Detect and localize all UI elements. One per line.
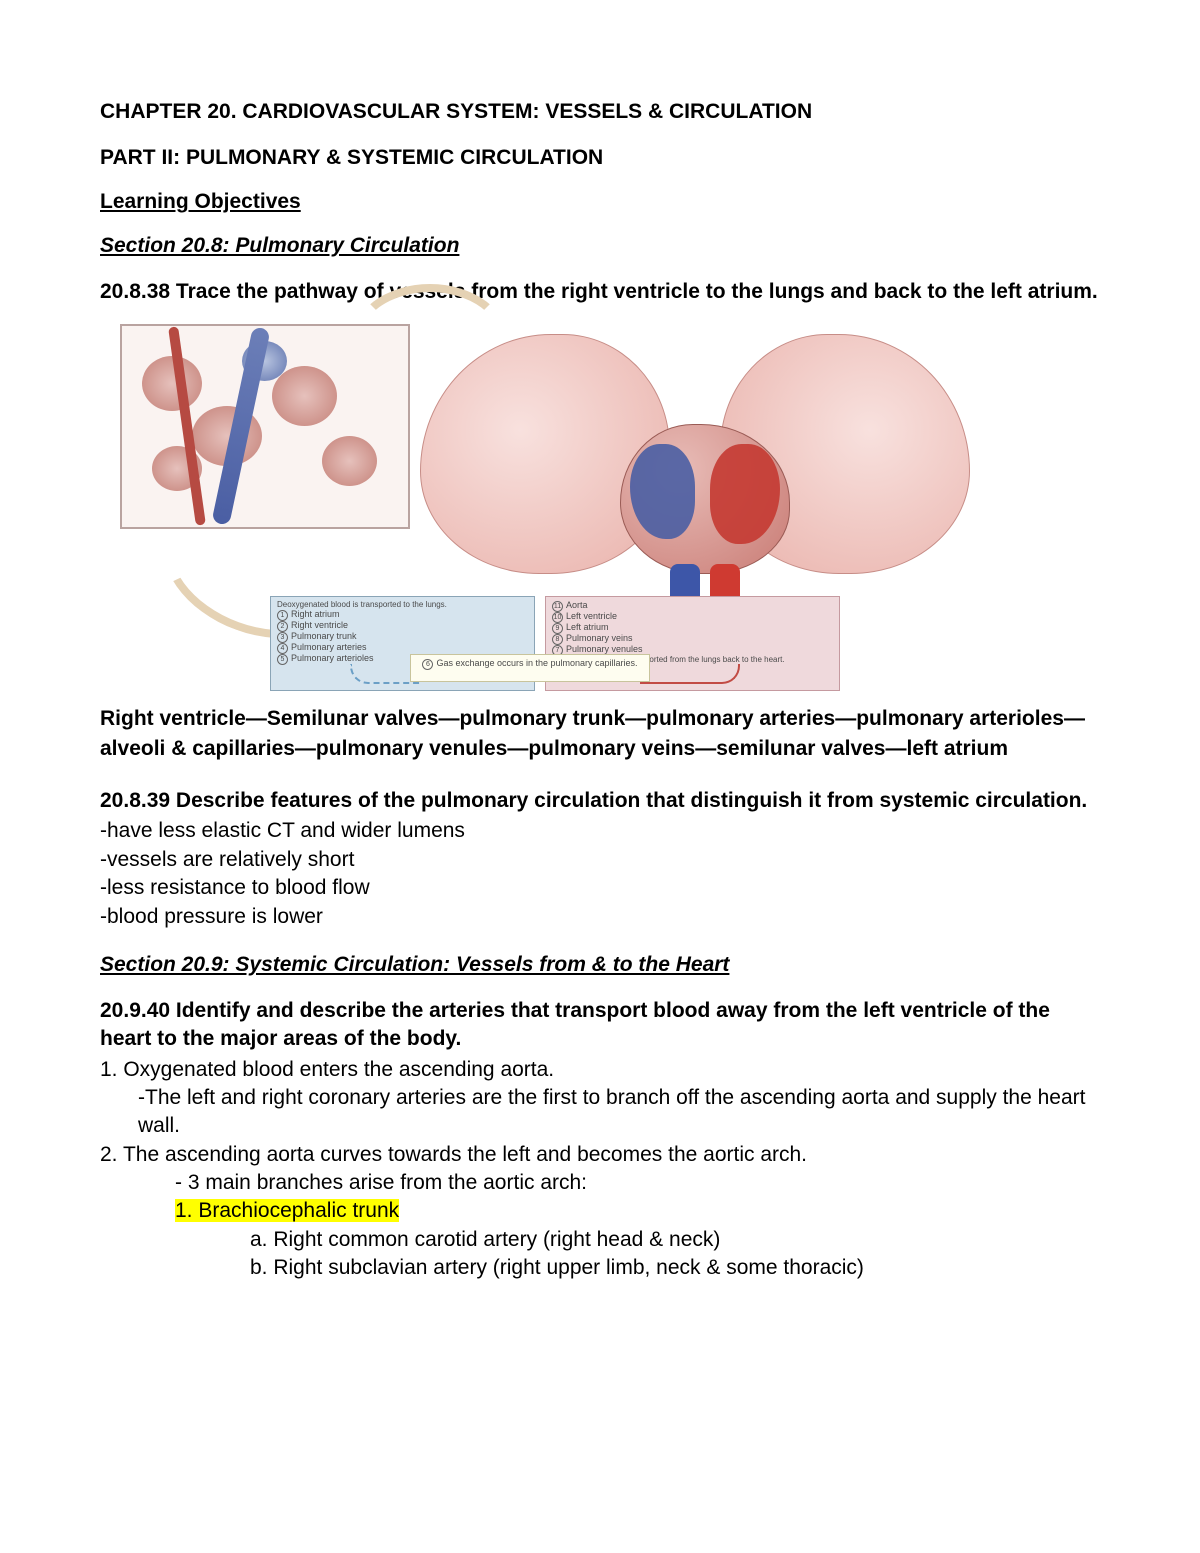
section-209-title: Section 20.9: Systemic Circulation: Vess…	[100, 953, 1100, 977]
legend-item: Left ventricle	[566, 611, 617, 621]
chapter-title: CHAPTER 20. CARDIOVASCULAR SYSTEM: VESSE…	[100, 100, 1100, 124]
section-208-title: Section 20.8: Pulmonary Circulation	[100, 234, 1100, 258]
branch-1a: a. Right common carotid artery (right he…	[100, 1226, 1100, 1254]
legend-item: Pulmonary arteries	[291, 642, 367, 652]
feature-item: -less resistance to blood flow	[100, 874, 1100, 902]
objective-20-8-38: 20.8.38 Trace the pathway of vessels fro…	[100, 278, 1100, 306]
part-title: PART II: PULMONARY & SYSTEMIC CIRCULATIO…	[100, 146, 1100, 170]
legend-item: Right atrium	[291, 609, 340, 619]
list-item-2: 2. The ascending aorta curves towards th…	[100, 1141, 1100, 1169]
legend-item: Right ventricle	[291, 620, 348, 630]
feature-item: -have less elastic CT and wider lumens	[100, 817, 1100, 845]
legend-arrow-right	[640, 664, 740, 684]
legend-item: Pulmonary arterioles	[291, 653, 374, 663]
learning-objectives-label: Learning Objectives	[100, 190, 1100, 214]
feature-item: -vessels are relatively short	[100, 846, 1100, 874]
legend-item: Pulmonary venules	[566, 644, 643, 654]
list-item-2-sub: - 3 main branches arise from the aortic …	[100, 1169, 1100, 1197]
legend-item: Left atrium	[566, 622, 609, 632]
branch-1-highlighted: 1. Brachiocephalic trunk	[175, 1199, 399, 1222]
list-item-1: 1. Oxygenated blood enters the ascending…	[100, 1056, 1100, 1084]
legend-gas-exchange: 6Gas exchange occurs in the pulmonary ca…	[410, 654, 650, 682]
objective-20-9-40: 20.9.40 Identify and describe the arteri…	[100, 997, 1100, 1054]
list-item-1-sub: -The left and right coronary arteries ar…	[100, 1084, 1100, 1141]
objective-20-8-39: 20.8.39 Describe features of the pulmona…	[100, 787, 1100, 815]
legend-mid-text: Gas exchange occurs in the pulmonary cap…	[436, 658, 637, 668]
feature-item: -blood pressure is lower	[100, 903, 1100, 931]
branch-1: 1. Brachiocephalic trunk	[100, 1197, 1100, 1225]
legend-item: Aorta	[566, 600, 588, 610]
branch-1b: b. Right subclavian artery (right upper …	[100, 1254, 1100, 1282]
legend-item: Pulmonary veins	[566, 633, 633, 643]
pulmonary-circulation-figure: Deoxygenated blood is transported to the…	[100, 314, 1100, 684]
pulmonary-pathway-text: Right ventricle—Semilunar valves—pulmona…	[100, 704, 1100, 763]
legend-item: Pulmonary trunk	[291, 631, 357, 641]
